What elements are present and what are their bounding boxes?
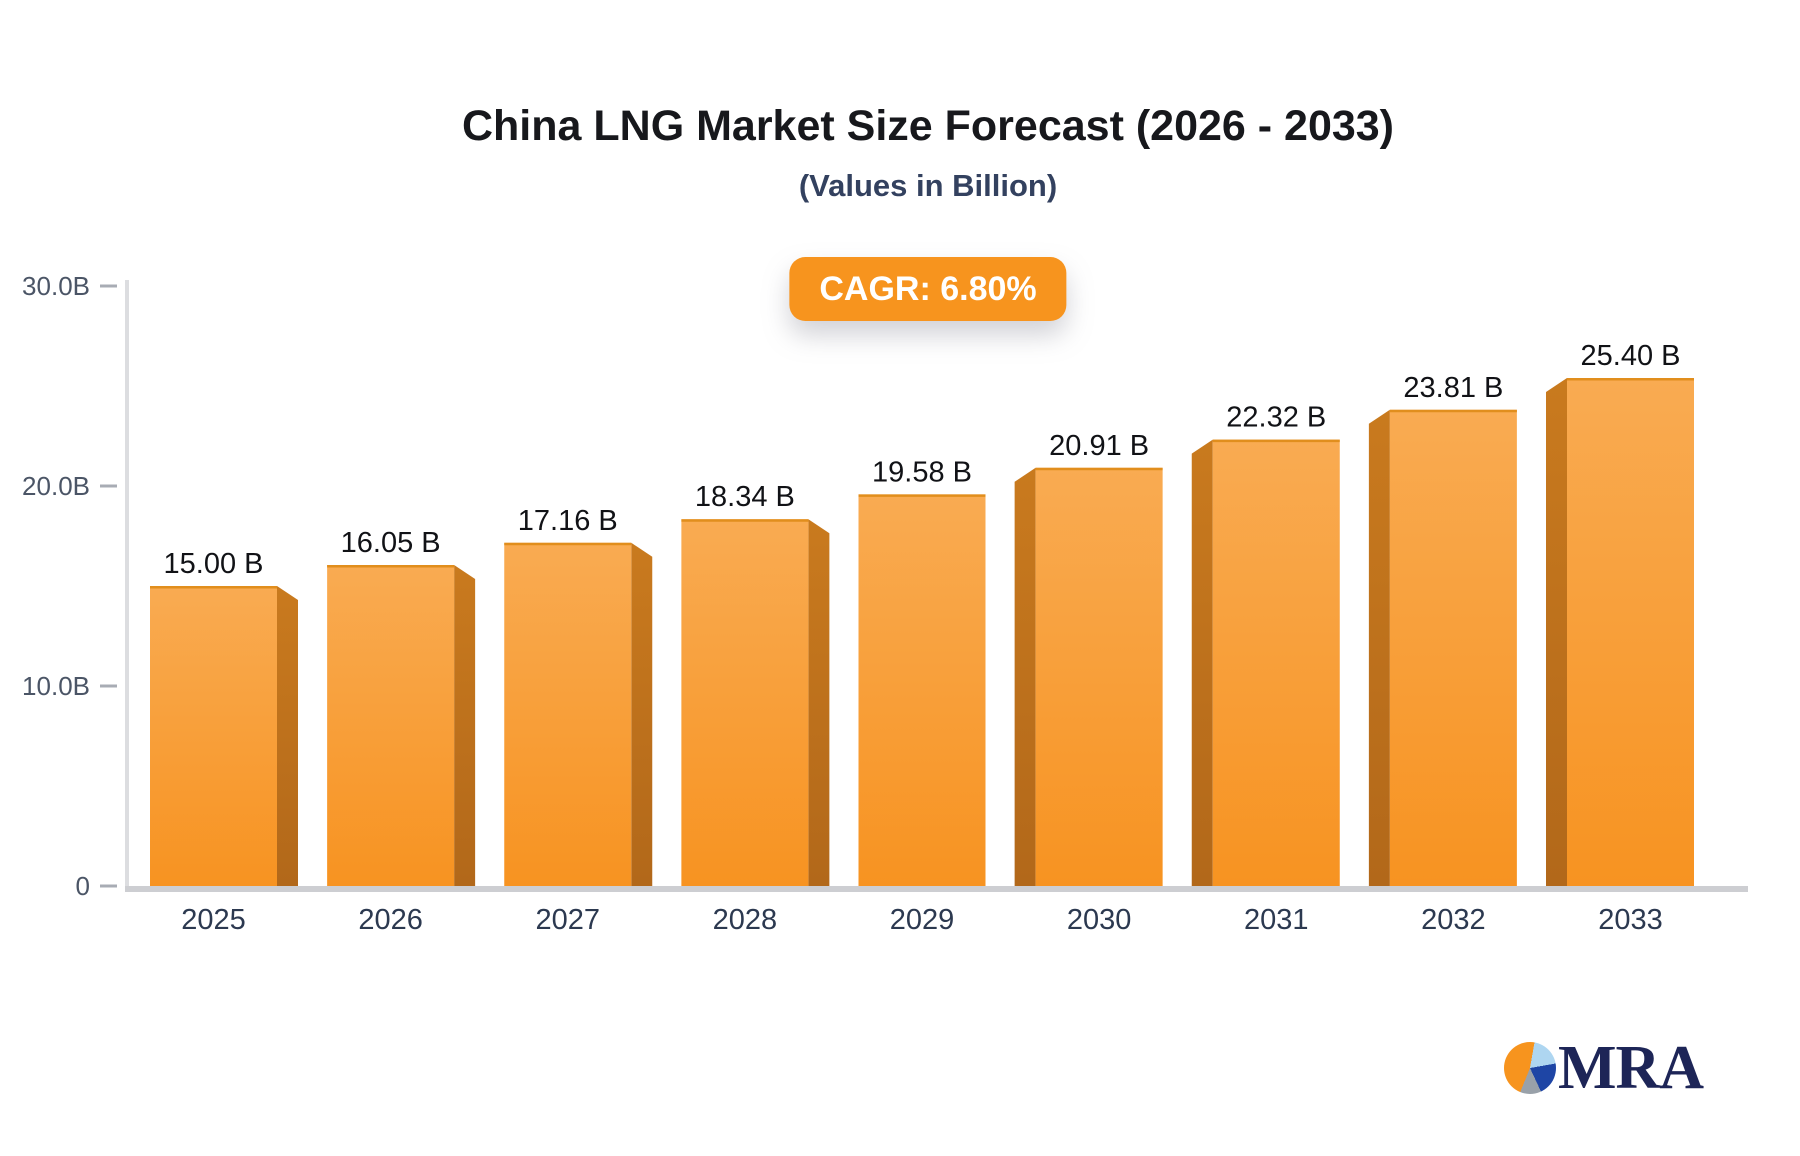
bar-value-label: 15.00 B — [164, 548, 264, 580]
logo-text: MRA — [1558, 1034, 1704, 1102]
bar-side-face — [808, 519, 830, 886]
bar-group-2031: 22.32 B 2031 — [1191, 402, 1340, 936]
x-category-label: 2033 — [1598, 904, 1663, 936]
bar-value-label: 22.32 B — [1226, 402, 1326, 434]
bar-group-2028: 18.34 B 2028 — [681, 481, 830, 936]
x-category-label: 2031 — [1244, 904, 1309, 936]
bar-side-face — [1546, 378, 1567, 886]
x-category-label: 2026 — [358, 904, 423, 936]
x-category-label: 2030 — [1067, 904, 1132, 936]
y-axis: 0 10.0B 20.0B 30.0B — [22, 271, 129, 901]
bar-main-face — [150, 586, 277, 886]
bar-value-label: 17.16 B — [518, 505, 618, 537]
bar-group-2027: 17.16 B 2027 — [504, 505, 653, 936]
bar-group-2025: 15.00 B 2025 — [150, 548, 298, 936]
bar-main-face — [858, 494, 986, 886]
page-subtitle: (Values in Billion) — [798, 168, 1058, 203]
page-title: China LNG Market Size Forecast (2026 - 2… — [461, 102, 1395, 150]
bar-value-label: 23.81 B — [1403, 372, 1503, 404]
bar-group-2033: 25.40 B 2033 — [1546, 340, 1694, 936]
x-category-label: 2025 — [181, 904, 246, 936]
x-category-label: 2032 — [1421, 904, 1486, 936]
bar-value-label: 20.91 B — [1049, 430, 1149, 462]
bar-side-face — [454, 565, 476, 886]
bar-main-face — [504, 542, 632, 886]
mra-logo: MRA — [1504, 1034, 1704, 1102]
y-tick-label: 20.0B — [22, 471, 90, 501]
bar-main-face — [327, 565, 455, 886]
bar-side-face — [1014, 467, 1036, 886]
x-category-label: 2029 — [890, 904, 955, 936]
bar-value-label: 16.05 B — [341, 527, 441, 559]
bar-main-face — [1389, 409, 1517, 886]
bar-value-label: 25.40 B — [1581, 340, 1681, 372]
bar-side-face — [1191, 439, 1213, 886]
bar-value-label: 19.58 B — [872, 456, 972, 488]
bar-side-face — [1368, 409, 1390, 886]
bar-main-face — [1567, 378, 1694, 886]
x-category-label: 2027 — [535, 904, 600, 936]
bar-group-2026: 16.05 B 2026 — [327, 527, 476, 936]
y-tick-label: 30.0B — [22, 271, 90, 301]
cagr-badge: CAGR: 6.80% — [789, 257, 1067, 321]
x-category-label: 2028 — [713, 904, 778, 936]
bar-group-2029: 19.58 B 2029 — [858, 456, 986, 936]
pie-chart-icon — [1504, 1042, 1556, 1094]
bar-group-2030: 20.91 B 2030 — [1014, 430, 1163, 936]
bar-side-face — [631, 542, 653, 886]
bar-main-face — [1035, 467, 1163, 886]
bar-main-face — [681, 519, 809, 886]
y-tick-label: 10.0B — [22, 671, 90, 701]
bar-main-face — [1212, 439, 1340, 886]
y-tick-label: 0 — [76, 871, 90, 901]
bar-group-2032: 23.81 B 2032 — [1368, 372, 1517, 936]
bar-side-face — [277, 586, 298, 886]
bar-value-label: 18.34 B — [695, 481, 795, 513]
